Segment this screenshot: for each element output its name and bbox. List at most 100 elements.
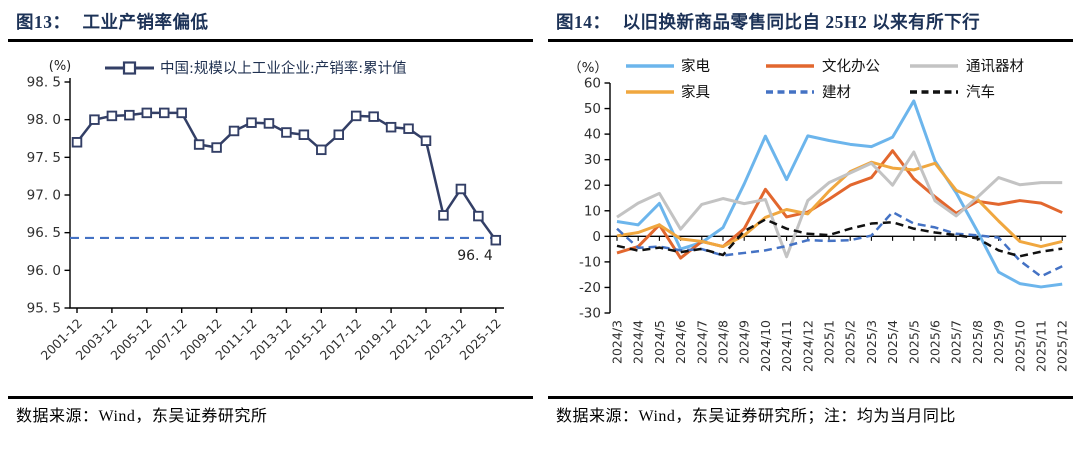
right-y-tick-label: 0 — [592, 229, 601, 245]
data-point-marker — [473, 210, 484, 222]
left-y-unit-label: (%) — [49, 59, 72, 74]
right-x-tick-label: 2025/2 — [843, 320, 858, 364]
left-legend-marker — [122, 61, 137, 75]
figure-panel-right: 图14： 以旧换新商品零售同比自 25H2 以来有所下行 （%） 家电 文化办公 通讯器… — [548, 0, 1073, 461]
data-point-marker — [298, 129, 310, 140]
data-point-marker — [158, 107, 170, 119]
data-point-marker — [176, 107, 187, 119]
right-y-tick-label: -20 — [579, 280, 601, 296]
figure13-title: 图13： 工业产销率偏低 — [16, 9, 209, 34]
data-point-marker — [228, 125, 240, 137]
right-x-tick-label: 2024/8 — [716, 320, 731, 364]
series-文化办公 — [616, 149, 1063, 260]
data-point-marker — [211, 142, 222, 153]
data-point-marker — [455, 183, 467, 195]
data-point-marker — [438, 210, 449, 221]
industrial-sales-ratio-chart-box: (%) 中国:规模以上工业企业:产销率:累计值 98. 5 98. 0 97. 5 97.… — [8, 46, 533, 396]
right-y-tick-label: 60 — [584, 76, 601, 92]
data-point-marker — [350, 110, 362, 122]
legend-label-文化办公: 文化办公 — [822, 58, 880, 75]
left-y-tick-label: 98. 5 — [27, 75, 61, 91]
right-y-tick-label: 30 — [584, 152, 601, 168]
right-x-tick-label: 2025/3 — [864, 320, 879, 364]
industrial-sales-ratio-chart: (%) 中国:规模以上工业企业:产销率:累计值 98. 5 98. 0 97. 5 97.… — [27, 59, 504, 363]
source-note-left: 数据来源：Wind，东吴证券研究所 — [16, 408, 268, 425]
title-divider-left — [8, 39, 533, 42]
figure13-label: 图13： — [16, 12, 71, 32]
right-x-tick-label: 2024/6 — [673, 320, 688, 364]
data-point-marker — [368, 111, 379, 122]
figure13-title-text: 工业产销率偏低 — [82, 12, 209, 32]
left-y-tick-label: 97. 5 — [27, 150, 61, 166]
figure-panel-left: 图13： 工业产销率偏低 (%) 中国:规模以上工业企业:产销率:累计值 98. 5 9… — [8, 0, 533, 461]
legend-label-通讯器材: 通讯器材 — [966, 58, 1024, 75]
data-point-marker — [333, 129, 345, 140]
series-家具 — [616, 160, 1063, 249]
right-y-tick-label: -10 — [579, 254, 601, 270]
trade-in-retail-yoy-chart-box: （%） 家电 文化办公 通讯器材家具 建材 汽车 60 50 40 30 20 10 0 -10 -20 -3… — [548, 46, 1073, 396]
data-point-marker — [490, 234, 502, 246]
data-point-marker — [385, 121, 397, 133]
right-y-tick-label: 40 — [584, 127, 601, 143]
right-x-tick-label: 2025/4 — [885, 320, 900, 364]
right-x-tick-label: 2025/12 — [1055, 320, 1070, 372]
title-divider-right — [548, 39, 1073, 42]
source-note-right: 数据来源：Wind，东吴证券研究所；注：均为当月同比 — [556, 408, 956, 425]
right-x-tick-label: 2025/10 — [1012, 320, 1027, 372]
right-x-tick-label: 2024/9 — [737, 320, 752, 364]
legend-label-家具: 家具 — [681, 84, 710, 101]
ref-line-value-label: 96. 4 — [457, 248, 493, 264]
data-point-marker — [193, 139, 205, 150]
right-y-tick-label: 50 — [584, 101, 601, 117]
data-point-marker — [403, 123, 414, 134]
left-y-tick-label: 96. 5 — [27, 225, 61, 241]
data-point-marker — [281, 127, 292, 138]
data-point-marker — [106, 110, 118, 122]
right-x-tick-label: 2025/1 — [822, 320, 837, 364]
right-x-tick-label: 2024/12 — [800, 320, 815, 372]
right-x-tick-label: 2025/8 — [970, 320, 985, 364]
data-point-marker — [71, 137, 83, 148]
data-point-marker — [124, 109, 135, 121]
legend-label-建材: 建材 — [822, 84, 851, 101]
left-legend: 中国:规模以上工业企业:产销率:累计值 — [105, 59, 407, 77]
right-x-tick-label: 2025/9 — [991, 320, 1006, 364]
data-point-marker — [89, 114, 100, 125]
series-汽车 — [616, 218, 1063, 258]
data-point-marker — [263, 118, 275, 129]
footer-divider-right — [548, 396, 1073, 399]
right-x-tick-label: 2024/4 — [631, 320, 646, 364]
footer-divider-left — [8, 396, 533, 399]
right-x-tick-label: 2024/10 — [758, 320, 773, 372]
series-家电 — [616, 99, 1063, 289]
right-x-tick-label: 2025/5 — [906, 320, 921, 364]
right-y-tick-label: 20 — [584, 178, 601, 194]
left-legend-label: 中国:规模以上工业企业:产销率:累计值 — [160, 59, 407, 77]
legend-label-家电: 家电 — [681, 58, 710, 75]
figure14-label: 图14： — [556, 12, 611, 32]
left-y-tick-label: 95. 5 — [27, 301, 61, 317]
figure14-title-text: 以旧换新商品零售同比自 25H2 以来有所下行 — [622, 12, 981, 32]
figure14-title: 图14： 以旧换新商品零售同比自 25H2 以来有所下行 — [556, 9, 980, 34]
right-x-tick-label: 2024/7 — [694, 320, 709, 364]
right-x-tick-label: 2025/11 — [1034, 320, 1049, 372]
legend-label-汽车: 汽车 — [966, 84, 995, 101]
right-x-tick-label: 2025/7 — [949, 320, 964, 364]
right-x-tick-label: 2024/5 — [652, 320, 667, 364]
left-y-tick-label: 96. 0 — [27, 263, 61, 279]
left-y-tick-label: 97. 0 — [27, 188, 61, 204]
left-y-tick-label: 98. 0 — [27, 112, 61, 128]
right-x-tick-label: 2024/11 — [779, 320, 794, 372]
data-point-marker — [316, 144, 327, 156]
right-y-unit-label: （%） — [568, 60, 608, 76]
data-point-marker — [141, 107, 153, 119]
data-point-marker — [420, 135, 432, 147]
right-y-tick-label: 10 — [584, 203, 601, 219]
right-y-tick-label: -30 — [579, 306, 601, 322]
series-通讯器材 — [616, 150, 1063, 259]
series-建材 — [616, 210, 1063, 278]
right-x-tick-label: 2024/3 — [610, 320, 625, 364]
